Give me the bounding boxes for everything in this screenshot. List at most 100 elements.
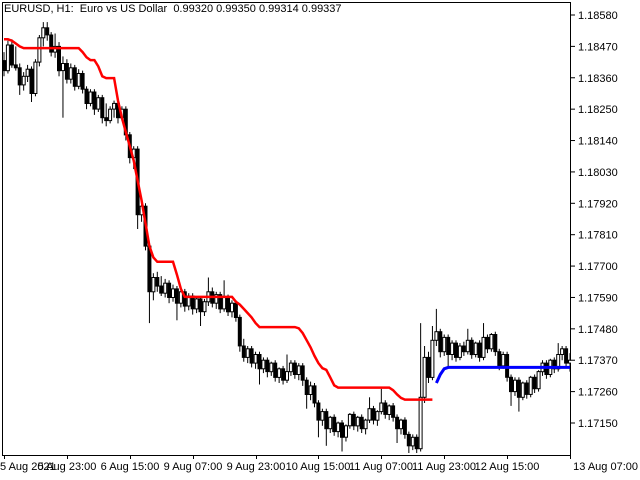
candle-body-bear [493, 334, 498, 353]
candle-body-bull [418, 396, 423, 450]
candle-body-bull [375, 411, 380, 421]
candlestick [49, 32, 54, 57]
candlestick [371, 405, 376, 425]
y-axis-label: 1.18360 [578, 73, 618, 85]
candlestick [481, 323, 486, 361]
candlestick [493, 331, 498, 356]
candle-body-bull [41, 27, 46, 39]
candlestick [292, 360, 297, 379]
candle-body-bear [332, 416, 337, 433]
candlestick [391, 403, 396, 422]
candle-body-bull [355, 416, 360, 427]
plot-border [2, 2, 571, 456]
candlestick [359, 414, 364, 433]
candlestick [344, 424, 348, 442]
candlestick [147, 241, 152, 324]
candle-body-bull [151, 277, 156, 293]
candlestick [524, 380, 529, 399]
trailing-stop-up-line [435, 365, 570, 384]
x-axis-label: 10 Aug 15:00 [286, 461, 351, 473]
candlestick [446, 334, 451, 369]
candle-body-bull [387, 405, 392, 415]
candlestick [328, 415, 333, 433]
candle-body-bear [198, 298, 203, 313]
candle-body-bear [406, 433, 411, 447]
x-axis-label: 9 Aug 07:00 [164, 461, 223, 473]
candle-body-bear [17, 67, 22, 86]
candle-body-bull [528, 376, 533, 395]
candlestick [182, 288, 187, 312]
candle-body-bear [237, 316, 242, 347]
candle-body-bull [253, 354, 258, 364]
candlestick [351, 411, 356, 431]
candle-body-bull [68, 67, 73, 80]
candlestick [336, 421, 341, 438]
candle-body-bear [312, 385, 317, 404]
candle-body-bull [344, 425, 348, 438]
candlestick [473, 341, 478, 358]
candle-body-bull [5, 44, 10, 72]
candle-body-bull [481, 336, 486, 358]
candlestick [379, 388, 384, 415]
candlestick [198, 296, 203, 326]
candlestick [45, 22, 50, 41]
candle-body-bull [112, 102, 117, 110]
candlestick [2, 52, 6, 77]
candlestick [261, 357, 266, 374]
chart-title: EURUSD, H1: Euro vs US Dollar 0.99320 0.… [4, 3, 342, 15]
candle-body-bull [178, 291, 183, 304]
candle-body-bull [33, 61, 38, 94]
candlestick [375, 410, 380, 426]
candlestick [37, 35, 42, 67]
x-axis-label: 13 Aug 07:00 [573, 461, 638, 473]
candle-body-bull [245, 348, 250, 358]
candle-body-bull [336, 422, 341, 433]
candle-body-bear [414, 436, 419, 450]
candle-body-bear [532, 376, 537, 390]
candlestick [237, 314, 242, 352]
candle-body-bull [308, 385, 313, 395]
candle-body-bull [363, 419, 368, 430]
candlestick [100, 94, 105, 124]
candle-body-bull [61, 63, 65, 72]
candle-body-bear [147, 245, 152, 293]
candle-body-bull [25, 68, 30, 77]
candlestick [552, 357, 557, 374]
x-axis-label: 11 Aug 23:00 [412, 461, 476, 473]
candle-body-bear [80, 73, 85, 90]
candle-body-bull [230, 302, 234, 313]
candlestick [112, 100, 117, 118]
candlestick [72, 64, 77, 91]
candle-body-bear [359, 416, 364, 430]
candle-body-bear [218, 294, 223, 310]
candle-body-bull [379, 402, 384, 413]
candle-body-bear [64, 63, 69, 80]
candlestick [564, 346, 569, 368]
y-axis-label: 1.18030 [578, 167, 618, 179]
candlestick [450, 340, 455, 361]
candle-body-bear [516, 379, 521, 398]
trailing-stop-down-line [4, 38, 433, 401]
candle-body-bull [37, 37, 42, 63]
y-axis-label: 1.17370 [578, 355, 618, 367]
candlestick [434, 308, 439, 346]
candlestick [151, 273, 156, 301]
candle-body-bull [520, 382, 525, 398]
candle-body-bear [84, 88, 89, 104]
candlestick [442, 334, 447, 356]
candlestick [438, 328, 443, 358]
candlestick [9, 39, 14, 68]
candlestick [288, 360, 293, 376]
candlestick [171, 284, 175, 302]
x-axis-label: 9 Aug 23:00 [227, 461, 286, 473]
candle-body-bear [241, 345, 246, 358]
candle-body-bull [410, 436, 415, 447]
candle-body-bull [560, 348, 565, 355]
candlestick [410, 434, 415, 451]
candle-body-bear [524, 382, 529, 395]
candle-body-bull [214, 294, 219, 304]
x-axis-label: 5 Aug 23:00 [38, 461, 97, 473]
